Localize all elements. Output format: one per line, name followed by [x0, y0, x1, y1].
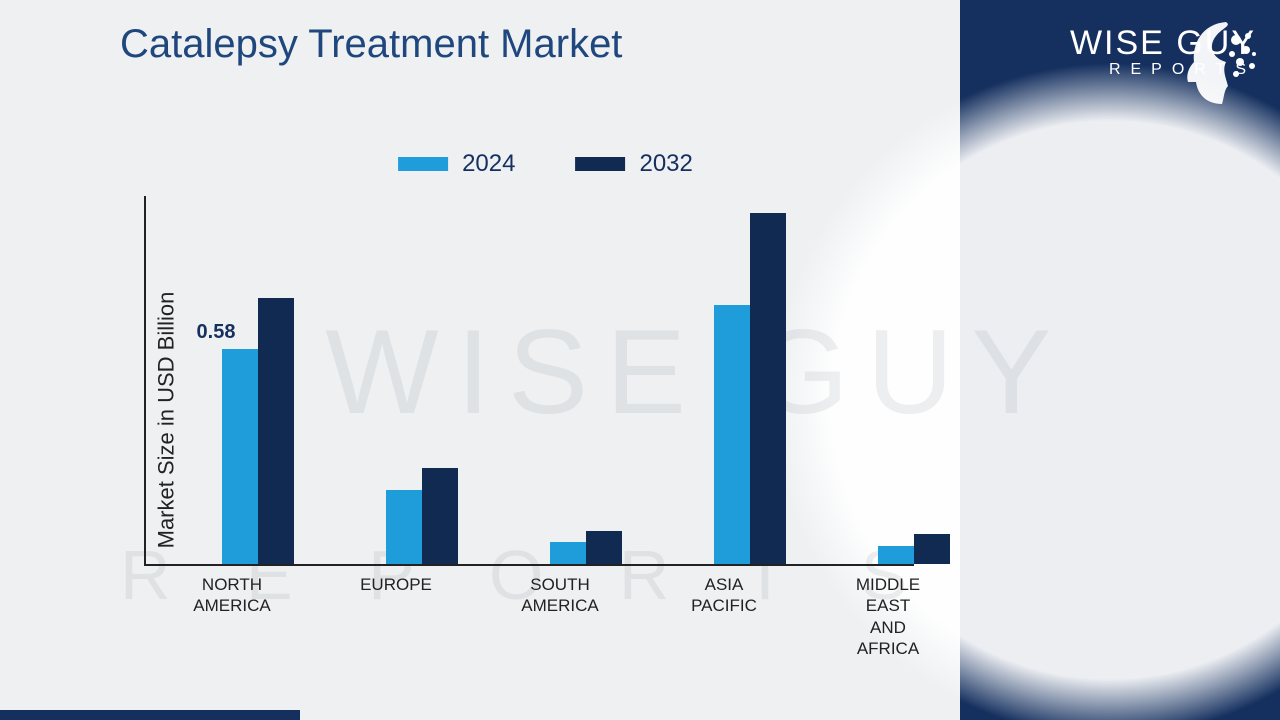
bar-na-2024 — [222, 349, 258, 564]
bar-sa-2032 — [586, 531, 622, 564]
legend-item-2024: 2024 — [398, 150, 515, 178]
legend-label-2024: 2024 — [462, 150, 515, 178]
bar-group-ap — [690, 213, 810, 565]
bar-group-sa — [526, 531, 646, 564]
legend-item-2032: 2032 — [575, 150, 692, 178]
bar-mea-2024 — [878, 546, 914, 565]
category-label-mea: MIDDLE EAST AND AFRICA — [818, 574, 958, 659]
plot-area — [144, 196, 914, 566]
chart-legend: 2024 2032 — [398, 150, 693, 178]
footer-accent — [0, 710, 300, 720]
legend-swatch-2032 — [575, 157, 625, 171]
value-label: 0.58 — [197, 321, 236, 344]
bar-eu-2024 — [386, 490, 422, 564]
bar-ap-2024 — [714, 305, 750, 564]
bar-ap-2032 — [750, 213, 786, 565]
bar-mea-2032 — [914, 534, 950, 564]
legend-label-2032: 2032 — [639, 150, 692, 178]
bar-sa-2024 — [550, 542, 586, 564]
chart-title: Catalepsy Treatment Market — [120, 22, 622, 67]
category-label-ap: ASIA PACIFIC — [654, 574, 794, 617]
category-label-eu: EUROPE — [326, 574, 466, 595]
page: WISE GUY REPORTS Catalepsy Treatment Mar… — [0, 0, 1280, 720]
category-label-sa: SOUTH AMERICA — [490, 574, 630, 617]
bar-group-eu — [362, 468, 482, 564]
brand-head-icon — [1182, 18, 1262, 108]
bar-chart: Market Size in USD Billion 2024 2032 NOR… — [96, 150, 936, 690]
bar-eu-2032 — [422, 468, 458, 564]
brand-word-1: WISE — [1070, 24, 1165, 62]
category-label-na: NORTH AMERICA — [162, 574, 302, 617]
legend-swatch-2024 — [398, 157, 448, 171]
brand-panel — [960, 0, 1280, 720]
bar-group-mea — [854, 534, 974, 564]
bar-na-2032 — [258, 298, 294, 564]
